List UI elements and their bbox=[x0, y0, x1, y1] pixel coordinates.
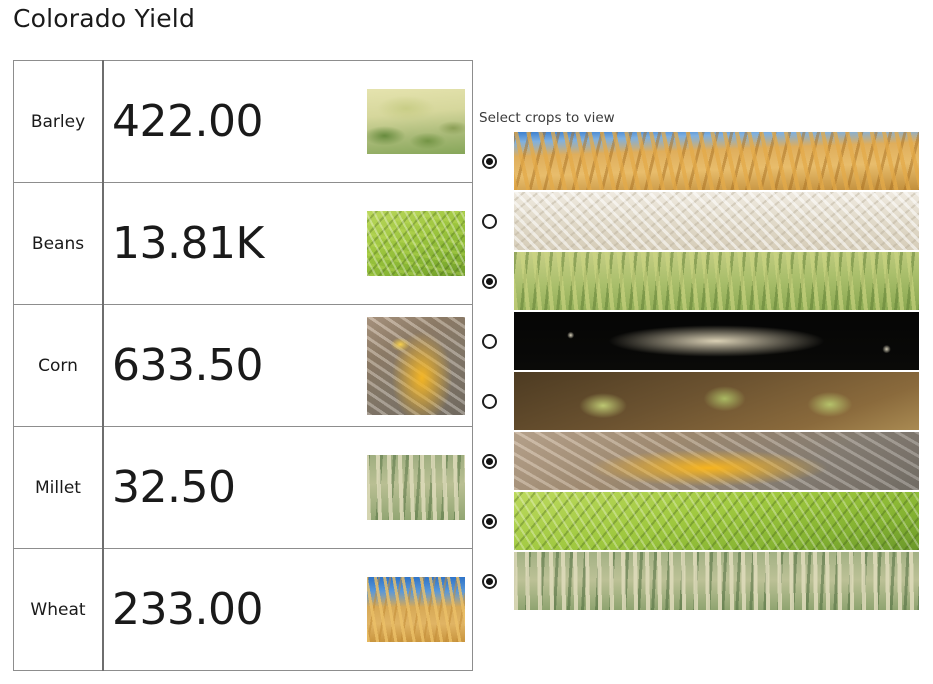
radio-button-millet[interactable] bbox=[482, 573, 497, 589]
crop-option-millet[interactable] bbox=[479, 551, 919, 611]
table-row[interactable]: Millet 32.50 bbox=[13, 426, 473, 549]
value-wrap: 422.00 bbox=[112, 61, 472, 182]
value-wrap: 633.50 bbox=[112, 305, 472, 426]
corn-strip-icon[interactable] bbox=[514, 432, 919, 490]
crop-option-wheat[interactable] bbox=[479, 131, 919, 191]
beans-strip-icon[interactable] bbox=[514, 492, 919, 550]
crop-value-label: 13.81K bbox=[112, 217, 264, 269]
radio-button-barley[interactable] bbox=[482, 273, 497, 289]
crop-name-label: Beans bbox=[31, 233, 85, 254]
crop-selector-panel: Select crops to view bbox=[479, 110, 919, 611]
crop-name-cell: Barley bbox=[13, 60, 104, 183]
crop-option-corn[interactable] bbox=[479, 431, 919, 491]
soybeans-strip-icon[interactable] bbox=[514, 372, 919, 430]
crop-name-cell: Wheat bbox=[13, 548, 104, 671]
crop-value-label: 422.00 bbox=[112, 95, 263, 147]
page-title: Colorado Yield bbox=[13, 4, 196, 33]
oats-strip-icon[interactable] bbox=[514, 312, 919, 370]
millet-photo-icon bbox=[367, 455, 465, 520]
millet-strip-icon[interactable] bbox=[514, 552, 919, 610]
value-wrap: 233.00 bbox=[112, 549, 472, 670]
crop-name-label: Millet bbox=[35, 477, 81, 498]
rice-strip-icon[interactable] bbox=[514, 192, 919, 250]
crop-name-cell: Millet bbox=[13, 426, 104, 549]
barley-photo-icon bbox=[367, 89, 465, 154]
yield-table-body: Barley 422.00 Beans 13.81K C bbox=[13, 60, 473, 671]
radio-button-soybeans[interactable] bbox=[482, 393, 497, 409]
wheat-photo-icon bbox=[367, 577, 465, 642]
crop-option-beans[interactable] bbox=[479, 491, 919, 551]
crop-option-rice[interactable] bbox=[479, 191, 919, 251]
radio-button-oats[interactable] bbox=[482, 333, 497, 349]
crop-value-cell: 32.50 bbox=[102, 426, 473, 549]
radio-button-beans[interactable] bbox=[482, 513, 497, 529]
barley-strip-icon[interactable] bbox=[514, 252, 919, 310]
radio-button-corn[interactable] bbox=[482, 453, 497, 469]
crop-selector-label: Select crops to view bbox=[479, 110, 615, 126]
table-row[interactable]: Wheat 233.00 bbox=[13, 548, 473, 671]
crop-value-label: 633.50 bbox=[112, 339, 263, 391]
crop-name-label: Barley bbox=[30, 111, 86, 132]
radio-button-wheat[interactable] bbox=[482, 153, 497, 169]
table-row[interactable]: Beans 13.81K bbox=[13, 182, 473, 305]
radio-button-rice[interactable] bbox=[482, 213, 497, 229]
crop-name-label: Corn bbox=[38, 355, 78, 376]
crop-name-cell: Corn bbox=[13, 304, 104, 427]
table-row[interactable]: Barley 422.00 bbox=[13, 60, 473, 183]
crop-value-cell: 233.00 bbox=[102, 548, 473, 671]
crop-value-cell: 13.81K bbox=[102, 182, 473, 305]
corn-photo-icon bbox=[367, 316, 465, 415]
crop-name-cell: Beans bbox=[13, 182, 104, 305]
value-wrap: 32.50 bbox=[112, 427, 472, 548]
crop-value-cell: 422.00 bbox=[102, 60, 473, 183]
table-row[interactable]: Corn 633.50 bbox=[13, 304, 473, 427]
yield-table: Barley 422.00 Beans 13.81K C bbox=[13, 60, 473, 671]
wheat-strip-icon[interactable] bbox=[514, 132, 919, 190]
crop-option-barley[interactable] bbox=[479, 251, 919, 311]
crop-value-label: 32.50 bbox=[112, 461, 236, 513]
value-wrap: 13.81K bbox=[112, 183, 472, 304]
crop-value-cell: 633.50 bbox=[102, 304, 473, 427]
crop-value-label: 233.00 bbox=[112, 583, 263, 635]
crop-name-label: Wheat bbox=[30, 599, 86, 620]
crop-option-soybeans[interactable] bbox=[479, 371, 919, 431]
beans-photo-icon bbox=[367, 211, 465, 276]
crop-option-oats[interactable] bbox=[479, 311, 919, 371]
